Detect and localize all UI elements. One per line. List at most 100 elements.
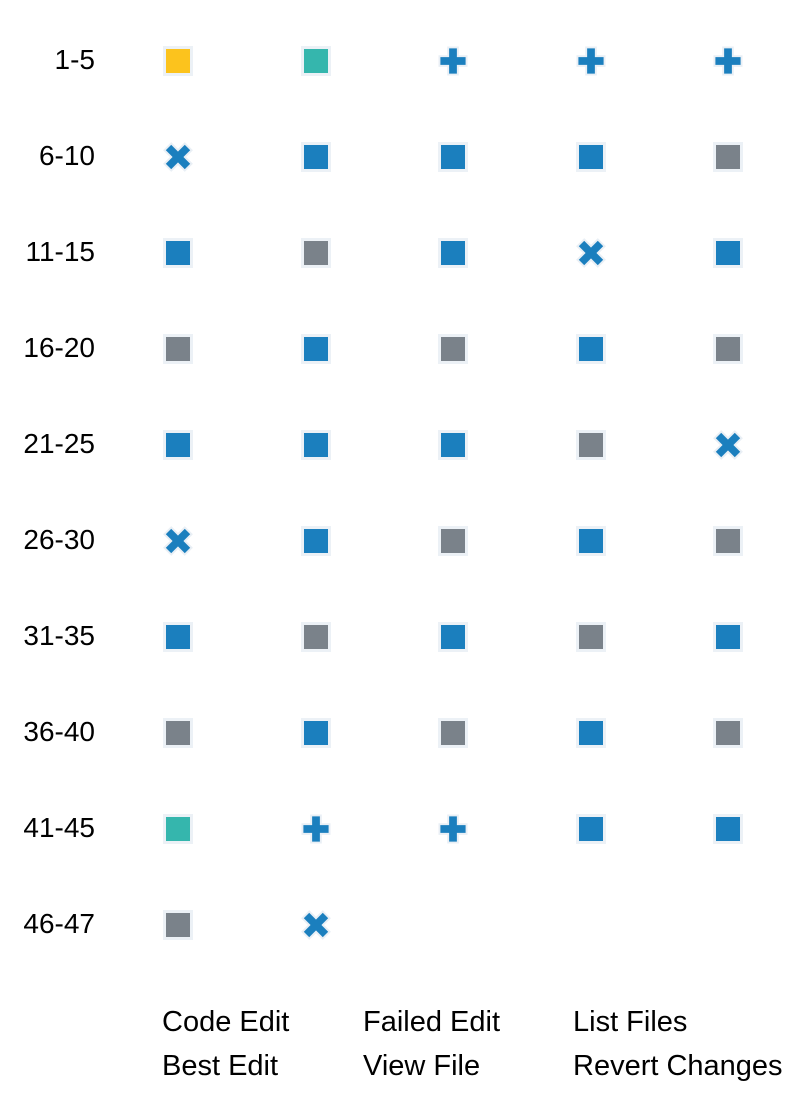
row-label-21-25: 21-25 <box>23 427 95 459</box>
grid-cell-6-10-5 <box>713 142 743 172</box>
legend-label: View File <box>363 1049 481 1082</box>
row-label-26-30: 26-30 <box>23 523 95 555</box>
legend-item-code-edit: Code Edit <box>118 1004 319 1040</box>
marker-failed-edit-x-icon <box>300 910 331 940</box>
grid-cell-16-20-4 <box>575 334 606 364</box>
grid-cell-41-45-4 <box>575 814 606 844</box>
marker-code-edit-square-icon <box>713 622 743 652</box>
legend-label: Failed Edit <box>363 1005 501 1038</box>
marker-revert-changes-square-icon <box>438 334 468 364</box>
marker-code-edit-square-icon <box>438 430 468 460</box>
legend-label: Best Edit <box>162 1049 279 1082</box>
grid-cell-41-45-1 <box>163 814 193 844</box>
grid-cell-1-5-1 <box>163 46 193 76</box>
grid-cell-41-45-5 <box>713 814 743 844</box>
marker-code-edit-square-icon <box>300 430 331 460</box>
marker-code-edit-square-icon <box>713 238 743 268</box>
grid-cell-36-40-5 <box>713 718 743 748</box>
marker-list-files-square-icon <box>163 46 193 76</box>
grid-cell-31-35-5 <box>713 622 743 652</box>
grid-cell-11-15-5 <box>713 238 743 268</box>
marker-revert-changes-square-icon <box>575 430 606 460</box>
grid-cell-11-15-2 <box>300 238 331 268</box>
grid-cell-46-47-2 <box>300 910 331 941</box>
grid-cell-16-20-2 <box>300 334 331 364</box>
marker-revert-changes-square-icon <box>300 622 331 652</box>
grid-cell-26-30-5 <box>713 526 743 556</box>
marker-revert-changes-square-icon <box>163 718 193 748</box>
marker-code-edit-square-icon <box>163 238 193 268</box>
grid-cell-1-5-3 <box>438 46 469 77</box>
marker-code-edit-square-icon <box>300 526 331 556</box>
marker-best-edit-plus-icon <box>575 46 606 76</box>
grid-cell-6-10-2 <box>300 142 331 172</box>
grid-cell-16-20-1 <box>163 334 193 364</box>
marker-code-edit-square-icon <box>438 238 468 268</box>
marker-revert-changes-square-icon <box>300 238 331 268</box>
grid-cell-1-5-2 <box>300 46 331 76</box>
legend-label: List Files <box>573 1005 688 1038</box>
grid-cell-16-20-5 <box>713 334 743 364</box>
grid-cell-16-20-3 <box>438 334 468 364</box>
grid-cell-41-45-3 <box>438 814 469 845</box>
grid-cell-36-40-3 <box>438 718 468 748</box>
legend-item-view-file: View File <box>319 1048 529 1084</box>
grid-cell-31-35-4 <box>575 622 606 652</box>
marker-code-edit-square-icon <box>438 142 468 172</box>
row-label-36-40: 36-40 <box>23 715 95 747</box>
legend-item-failed-edit: Failed Edit <box>319 1004 529 1040</box>
grid-cell-21-25-5 <box>713 430 744 461</box>
grid-cell-26-30-3 <box>438 526 468 556</box>
grid-cell-6-10-3 <box>438 142 468 172</box>
grid-cell-46-47-1 <box>163 910 193 940</box>
marker-revert-changes-square-icon <box>713 334 743 364</box>
grid-cell-1-5-4 <box>575 46 606 77</box>
grid-cell-21-25-3 <box>438 430 468 460</box>
marker-best-edit-plus-icon <box>438 814 468 844</box>
marker-revert-changes-square-icon <box>575 622 606 652</box>
grid-cell-6-10-4 <box>575 142 606 172</box>
marker-failed-edit-x-icon <box>163 142 193 172</box>
legend-label: Revert Changes <box>573 1049 783 1082</box>
marker-code-edit-square-icon <box>575 142 606 172</box>
marker-code-edit-square-icon <box>575 334 606 364</box>
grid-cell-36-40-1 <box>163 718 193 748</box>
marker-best-edit-plus-icon <box>300 814 331 844</box>
grid-cell-26-30-1 <box>163 526 194 557</box>
row-label-41-45: 41-45 <box>23 811 95 843</box>
marker-code-edit-square-icon <box>300 718 331 748</box>
marker-revert-changes-square-icon <box>438 718 468 748</box>
grid-cell-11-15-4 <box>575 238 606 269</box>
marker-view-file-square-icon <box>300 46 331 76</box>
marker-failed-edit-x-icon <box>163 526 193 556</box>
grid-cell-31-35-3 <box>438 622 468 652</box>
marker-best-edit-plus-icon <box>438 46 468 76</box>
grid-cell-1-5-5 <box>713 46 744 77</box>
marker-revert-changes-square-icon <box>713 718 743 748</box>
marker-failed-edit-x-icon <box>575 238 606 268</box>
legend-label: Code Edit <box>162 1005 290 1038</box>
grid-cell-26-30-4 <box>575 526 606 556</box>
grid-cell-41-45-2 <box>300 814 331 845</box>
grid-cell-31-35-1 <box>163 622 193 652</box>
legend-item-list-files: List Files <box>529 1004 799 1040</box>
grid-cell-21-25-2 <box>300 430 331 460</box>
grid-cell-36-40-4 <box>575 718 606 748</box>
marker-revert-changes-square-icon <box>713 142 743 172</box>
grid-cell-26-30-2 <box>300 526 331 556</box>
marker-code-edit-square-icon <box>163 430 193 460</box>
legend-item-revert-changes: Revert Changes <box>529 1048 799 1084</box>
marker-revert-changes-square-icon <box>163 910 193 940</box>
marker-code-edit-square-icon <box>163 622 193 652</box>
grid-cell-36-40-2 <box>300 718 331 748</box>
row-label-1-5: 1-5 <box>54 43 95 75</box>
grid-cell-21-25-4 <box>575 430 606 460</box>
marker-revert-changes-square-icon <box>163 334 193 364</box>
row-label-46-47: 46-47 <box>23 907 95 939</box>
marker-code-edit-square-icon <box>300 334 331 364</box>
marker-failed-edit-x-icon <box>713 430 743 460</box>
row-label-11-15: 11-15 <box>25 235 95 267</box>
row-label-16-20: 16-20 <box>23 331 95 363</box>
grid-cell-6-10-1 <box>163 142 194 173</box>
